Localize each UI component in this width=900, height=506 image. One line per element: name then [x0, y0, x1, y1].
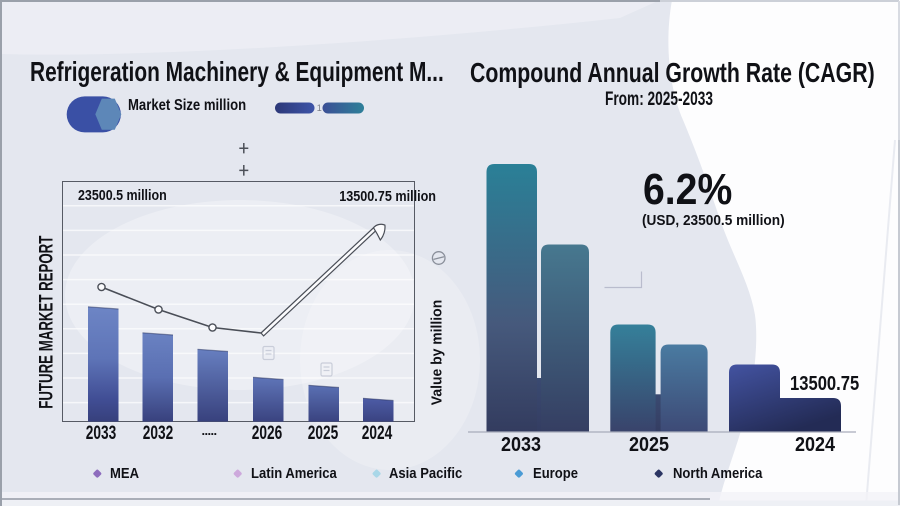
svg-text:1: 1 [317, 103, 322, 113]
